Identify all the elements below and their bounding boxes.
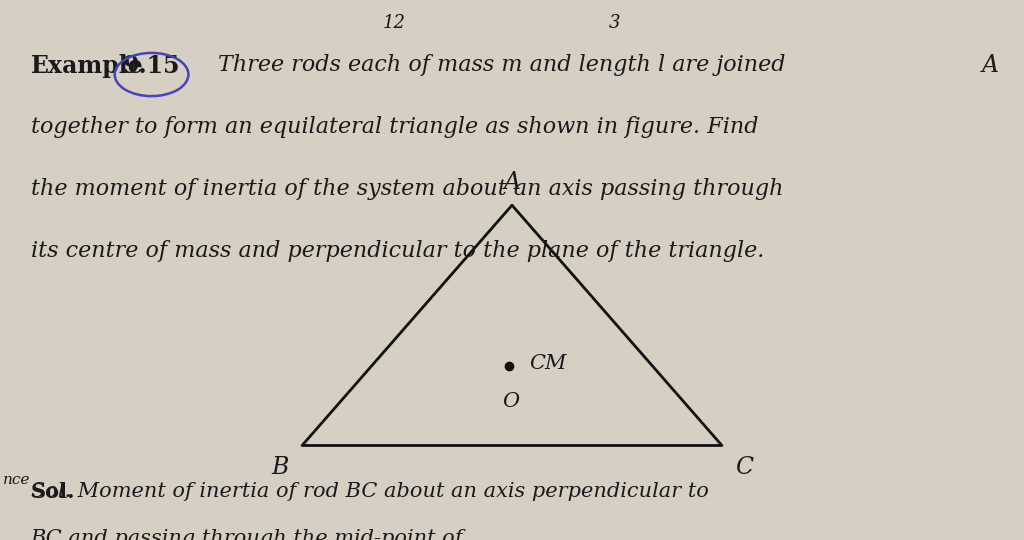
Text: A: A (981, 54, 998, 77)
Text: Sol.: Sol. (31, 482, 75, 502)
Text: its centre of mass and perpendicular to the plane of the triangle.: its centre of mass and perpendicular to … (31, 240, 764, 262)
Text: the moment of inertia of the system about an axis passing through: the moment of inertia of the system abou… (31, 178, 783, 200)
Text: together to form an equilateral triangle as shown in figure. Find: together to form an equilateral triangle… (31, 116, 758, 138)
Text: C: C (735, 456, 754, 480)
Text: 12: 12 (383, 14, 406, 31)
Text: nce: nce (3, 472, 31, 487)
Text: B: B (271, 456, 289, 480)
Text: BC and passing through the mid-point of: BC and passing through the mid-point of (31, 529, 463, 540)
Text: Three rods each of mass m and length l are joined: Three rods each of mass m and length l a… (218, 54, 785, 76)
Text: CM: CM (529, 354, 566, 373)
Text: A: A (504, 171, 520, 194)
Text: Sol. Moment of inertia of rod BC about an axis perpendicular to: Sol. Moment of inertia of rod BC about a… (31, 482, 709, 501)
Text: Example: Example (31, 54, 143, 78)
Text: 9.15: 9.15 (123, 54, 180, 78)
Text: 3: 3 (608, 14, 621, 31)
Text: O: O (503, 392, 519, 411)
